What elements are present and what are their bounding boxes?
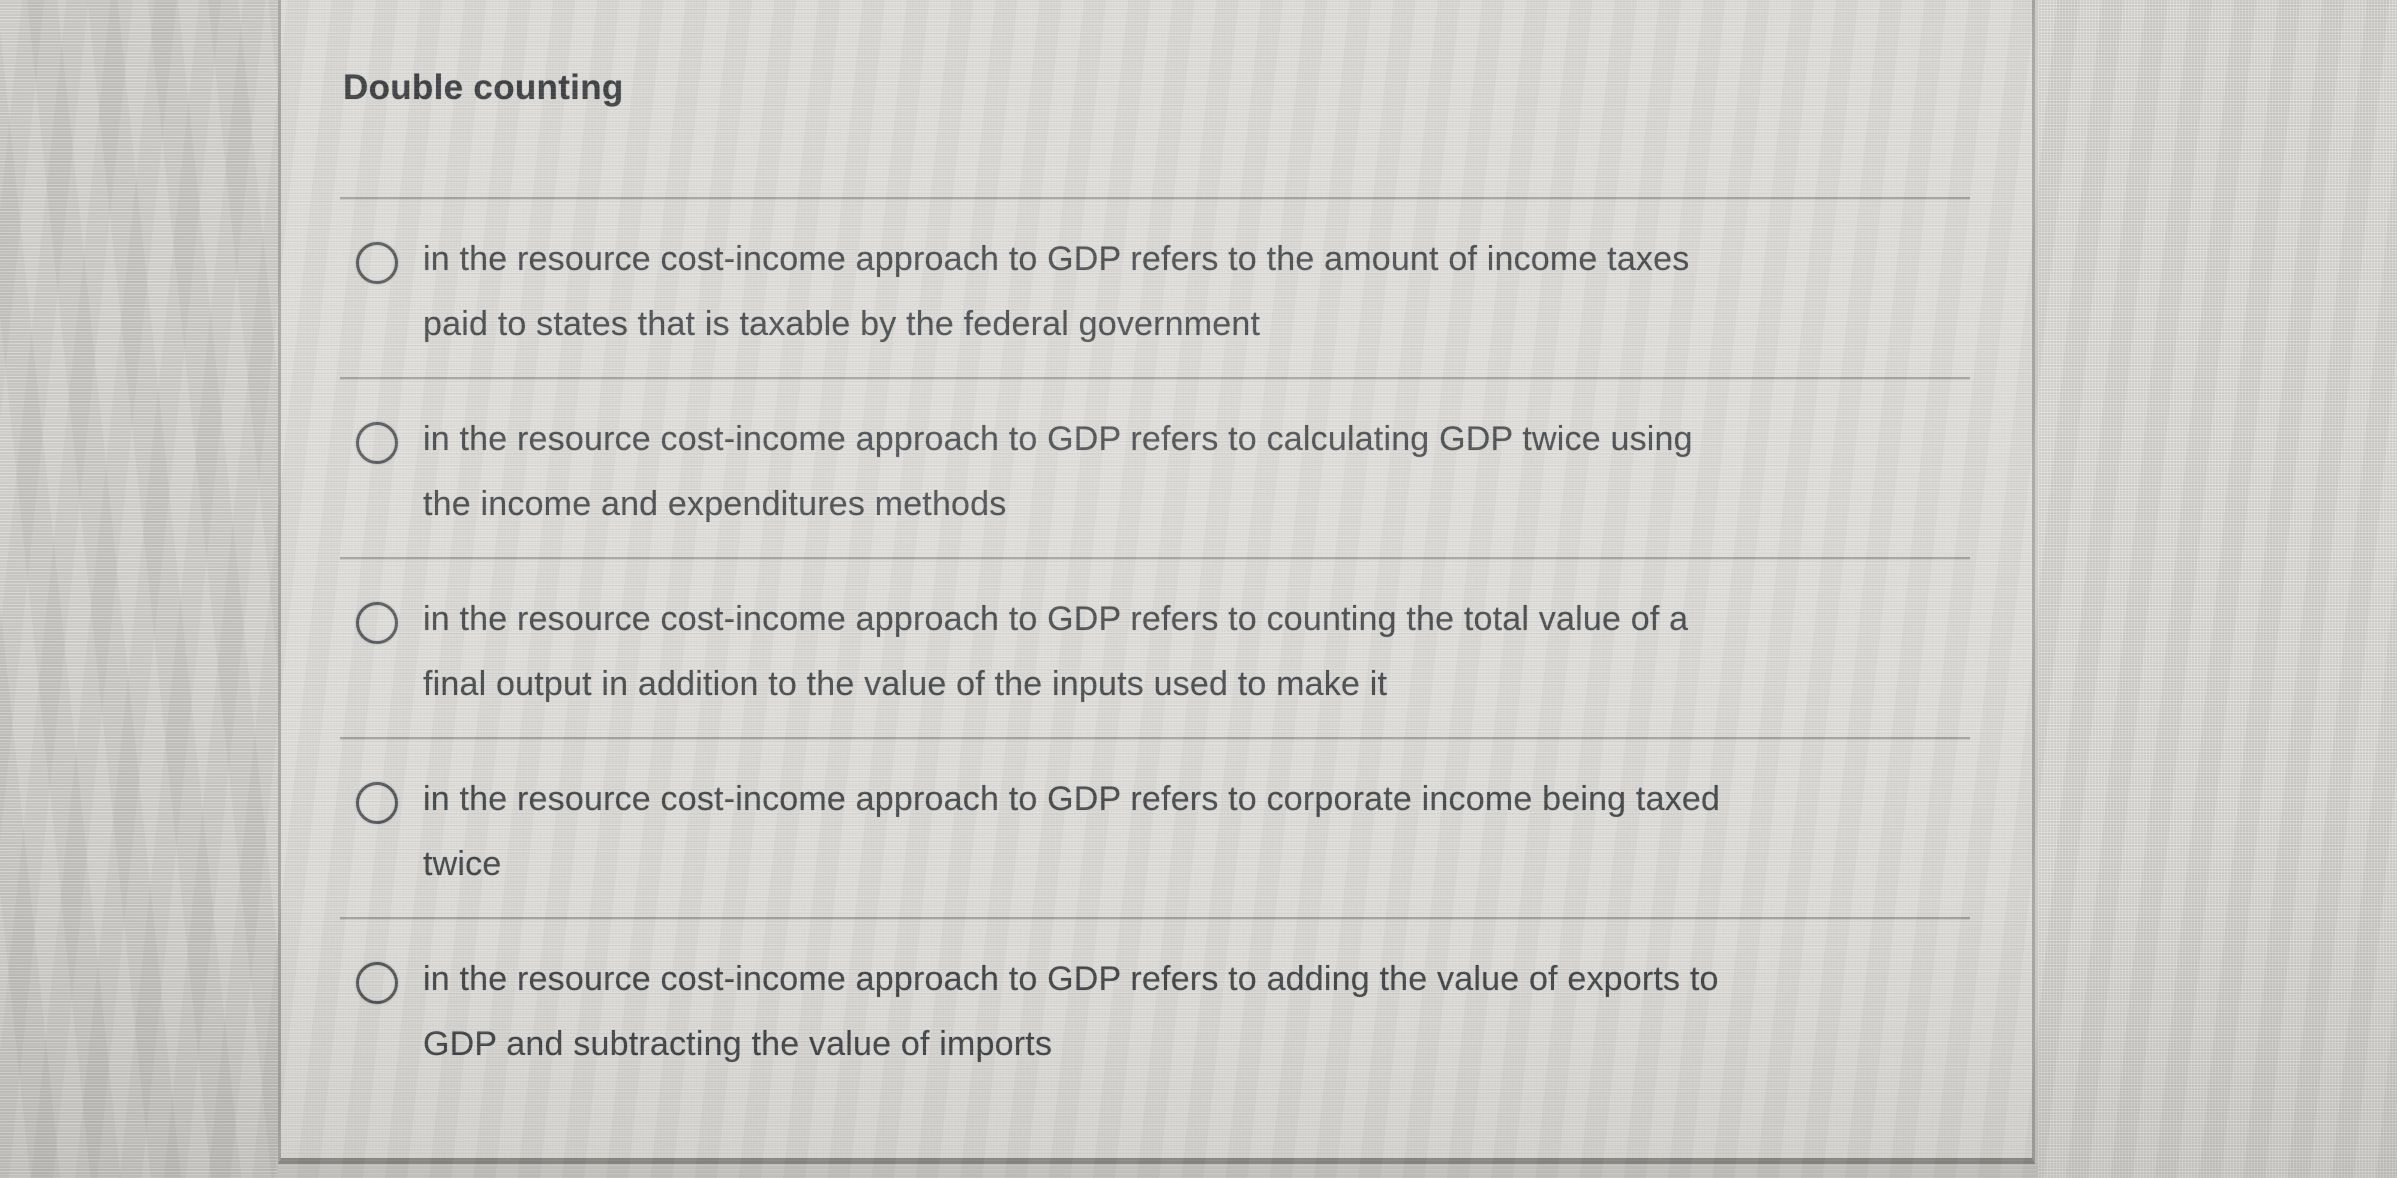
radio-button[interactable] — [356, 422, 398, 464]
option-text-line: in the resource cost-income approach to … — [423, 780, 1721, 818]
option-text-line: GDP and subtracting the value of imports — [423, 1025, 1053, 1063]
option-text-line: twice — [423, 845, 502, 883]
radio-button[interactable] — [356, 782, 398, 824]
option-text-line: the income and expenditures methods — [423, 485, 1007, 523]
option-text: in the resource cost-income approach to … — [423, 227, 1689, 357]
answer-option-5[interactable]: in the resource cost-income approach to … — [281, 919, 2032, 1097]
option-text-line: in the resource cost-income approach to … — [423, 960, 1719, 998]
option-text: in the resource cost-income approach to … — [423, 947, 1719, 1077]
question-card: Double counting in the resource cost-inc… — [278, 0, 2035, 1164]
divider — [340, 737, 1970, 739]
background-right-strip — [2038, 0, 2397, 1178]
radio-button[interactable] — [356, 602, 398, 644]
option-text-line: final output in addition to the value of… — [423, 665, 1388, 703]
divider — [340, 557, 1970, 559]
option-text: in the resource cost-income approach to … — [423, 767, 1720, 897]
option-text-line: in the resource cost-income approach to … — [423, 600, 1689, 638]
radio-button[interactable] — [356, 962, 398, 1004]
answer-option-1[interactable]: in the resource cost-income approach to … — [281, 199, 2032, 377]
option-text-line: in the resource cost-income approach to … — [423, 420, 1693, 458]
option-text: in the resource cost-income approach to … — [423, 407, 1693, 537]
answer-option-4[interactable]: in the resource cost-income approach to … — [281, 739, 2032, 917]
radio-button[interactable] — [356, 242, 398, 284]
option-text: in the resource cost-income approach to … — [423, 587, 1688, 717]
option-text-line: paid to states that is taxable by the fe… — [423, 305, 1261, 343]
divider — [340, 197, 1970, 199]
divider — [340, 917, 1970, 919]
answer-option-3[interactable]: in the resource cost-income approach to … — [281, 559, 2032, 737]
question-title: Double counting — [343, 68, 624, 107]
option-text-line: in the resource cost-income approach to … — [423, 240, 1690, 278]
answer-option-2[interactable]: in the resource cost-income approach to … — [281, 379, 2032, 557]
divider — [340, 377, 1970, 379]
background-left-strip — [0, 0, 278, 1178]
